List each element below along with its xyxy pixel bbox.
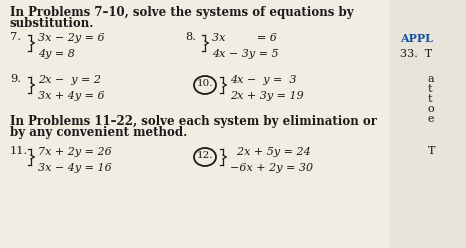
Text: 8.: 8.	[185, 32, 196, 42]
Text: 2x + 3y = 19: 2x + 3y = 19	[230, 91, 304, 101]
Text: 12.: 12.	[197, 151, 213, 160]
Text: 3x         = 6: 3x = 6	[212, 33, 277, 43]
Text: 3x − 2y = 6: 3x − 2y = 6	[38, 33, 105, 43]
Text: 4x −  y =  3: 4x − y = 3	[230, 75, 296, 85]
Text: 4x − 3y = 5: 4x − 3y = 5	[212, 49, 279, 59]
Text: 7x + 2y = 26: 7x + 2y = 26	[38, 147, 112, 157]
Text: t: t	[428, 94, 432, 104]
Text: In Problems 11–22, solve each system by elimination or: In Problems 11–22, solve each system by …	[10, 115, 377, 128]
Text: T: T	[428, 146, 435, 156]
Text: 9.: 9.	[10, 74, 21, 84]
Text: substitution.: substitution.	[10, 17, 95, 30]
Text: 3x − 4y = 16: 3x − 4y = 16	[38, 163, 112, 173]
Text: 2x + 5y = 24: 2x + 5y = 24	[230, 147, 311, 157]
Text: 7.: 7.	[10, 32, 21, 42]
Text: 3x + 4y = 6: 3x + 4y = 6	[38, 91, 105, 101]
Text: 33.  T: 33. T	[400, 49, 432, 59]
Text: e: e	[428, 114, 434, 124]
Text: APPL: APPL	[400, 33, 433, 44]
Text: a: a	[428, 74, 435, 84]
Text: 10.: 10.	[197, 79, 213, 88]
Text: 2x −  y = 2: 2x − y = 2	[38, 75, 101, 85]
Text: by any convenient method.: by any convenient method.	[10, 126, 187, 139]
Text: 11.: 11.	[10, 146, 28, 156]
Bar	[0, 0, 390, 248]
Text: o: o	[428, 104, 435, 114]
Text: t: t	[428, 84, 432, 94]
Text: In Problems 7–10, solve the systems of equations by: In Problems 7–10, solve the systems of e…	[10, 6, 354, 19]
Text: 4y = 8: 4y = 8	[38, 49, 75, 59]
Text: −6x + 2y = 30: −6x + 2y = 30	[230, 163, 313, 173]
